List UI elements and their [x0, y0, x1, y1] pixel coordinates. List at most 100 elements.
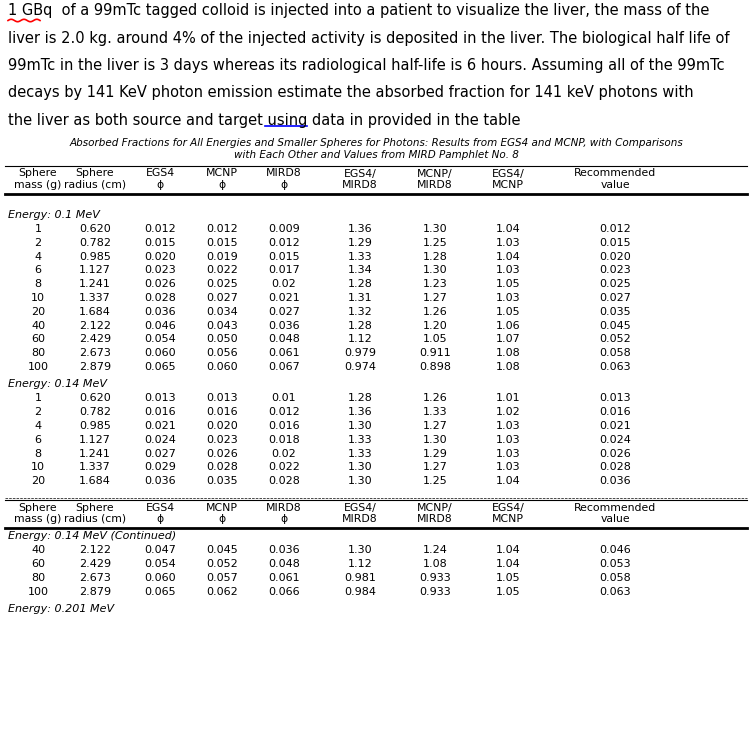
Text: 100: 100 [28, 362, 48, 372]
Text: 1.27: 1.27 [423, 293, 447, 303]
Text: 1.684: 1.684 [79, 476, 111, 486]
Text: Recommended: Recommended [574, 503, 656, 513]
Text: 0.898: 0.898 [419, 362, 451, 372]
Text: 99mTc in the liver is 3 days whereas its radiological half-life is 6 hours. Assu: 99mTc in the liver is 3 days whereas its… [8, 58, 725, 73]
Text: 1.30: 1.30 [347, 476, 372, 486]
Text: Energy: 0.201 MeV: Energy: 0.201 MeV [8, 604, 114, 614]
Text: 1.04: 1.04 [496, 224, 520, 234]
Text: 1.20: 1.20 [423, 321, 447, 330]
Text: 1.05: 1.05 [496, 279, 520, 289]
Text: MCNP/: MCNP/ [417, 503, 453, 513]
Text: 10: 10 [31, 293, 45, 303]
Text: 1.31: 1.31 [347, 293, 372, 303]
Text: radius (cm): radius (cm) [64, 179, 126, 189]
Text: 1.36: 1.36 [347, 407, 372, 417]
Text: 0.979: 0.979 [344, 348, 376, 358]
Text: EGS4: EGS4 [145, 503, 174, 513]
Text: the liver as both source and target using data in provided in the table: the liver as both source and target usin… [8, 113, 520, 128]
Text: 0.025: 0.025 [599, 279, 631, 289]
Text: 0.012: 0.012 [206, 224, 238, 234]
Text: 0.022: 0.022 [206, 265, 238, 276]
Text: 1.30: 1.30 [423, 224, 447, 234]
Text: 0.027: 0.027 [268, 307, 300, 317]
Text: 0.985: 0.985 [79, 421, 111, 431]
Text: 1.241: 1.241 [79, 279, 111, 289]
Text: 1.23: 1.23 [423, 279, 447, 289]
Text: 0.043: 0.043 [206, 321, 238, 330]
Text: 0.023: 0.023 [206, 435, 238, 445]
Text: 1.12: 1.12 [347, 334, 372, 345]
Text: 2: 2 [35, 407, 41, 417]
Text: 0.065: 0.065 [144, 587, 176, 597]
Text: 0.060: 0.060 [144, 573, 176, 583]
Text: 0.017: 0.017 [268, 265, 300, 276]
Text: ϕ: ϕ [156, 514, 164, 524]
Text: 0.054: 0.054 [144, 334, 176, 345]
Text: 0.061: 0.061 [268, 573, 300, 583]
Text: 1.06: 1.06 [496, 321, 520, 330]
Text: 1.03: 1.03 [496, 448, 520, 459]
Text: 1.28: 1.28 [347, 394, 372, 403]
Text: 1.05: 1.05 [423, 334, 447, 345]
Text: 0.053: 0.053 [599, 559, 631, 569]
Text: 0.036: 0.036 [268, 545, 300, 556]
Text: 0.028: 0.028 [206, 463, 238, 472]
Text: 2.429: 2.429 [79, 334, 111, 345]
Text: 1.03: 1.03 [496, 265, 520, 276]
Text: 0.052: 0.052 [599, 334, 631, 345]
Text: 0.066: 0.066 [268, 587, 300, 597]
Text: 0.034: 0.034 [206, 307, 238, 317]
Text: 2.122: 2.122 [79, 545, 111, 556]
Text: 1.684: 1.684 [79, 307, 111, 317]
Text: 0.028: 0.028 [144, 293, 176, 303]
Text: 1.03: 1.03 [496, 293, 520, 303]
Text: 0.067: 0.067 [268, 362, 300, 372]
Text: 0.026: 0.026 [144, 279, 176, 289]
Text: 0.045: 0.045 [599, 321, 631, 330]
Text: 0.02: 0.02 [271, 448, 296, 459]
Text: 2: 2 [35, 238, 41, 248]
Text: 0.027: 0.027 [206, 293, 238, 303]
Text: 0.027: 0.027 [144, 448, 176, 459]
Text: 0.047: 0.047 [144, 545, 176, 556]
Text: 0.029: 0.029 [144, 463, 176, 472]
Text: 1.01: 1.01 [496, 394, 520, 403]
Text: 1.127: 1.127 [79, 435, 111, 445]
Text: 1.32: 1.32 [347, 307, 372, 317]
Text: EGS4/: EGS4/ [492, 168, 524, 179]
Text: 0.013: 0.013 [206, 394, 238, 403]
Text: 1.08: 1.08 [423, 559, 447, 569]
Text: 0.015: 0.015 [144, 238, 176, 248]
Text: 1: 1 [35, 394, 41, 403]
Text: 1.33: 1.33 [347, 435, 372, 445]
Text: MIRD8: MIRD8 [266, 168, 302, 179]
Text: ϕ: ϕ [218, 179, 226, 189]
Text: 0.045: 0.045 [206, 545, 238, 556]
Text: 0.013: 0.013 [599, 394, 631, 403]
Text: MCNP/: MCNP/ [417, 168, 453, 179]
Text: mass (g): mass (g) [14, 514, 62, 524]
Text: 0.016: 0.016 [206, 407, 238, 417]
Text: Energy: 0.1 MeV: Energy: 0.1 MeV [8, 210, 100, 219]
Text: MCNP: MCNP [492, 179, 524, 189]
Text: 1.03: 1.03 [496, 435, 520, 445]
Text: 1.241: 1.241 [79, 448, 111, 459]
Text: 2.879: 2.879 [79, 587, 111, 597]
Text: 1.30: 1.30 [347, 545, 372, 556]
Text: 80: 80 [31, 573, 45, 583]
Text: ϕ: ϕ [280, 514, 287, 524]
Text: 0.036: 0.036 [268, 321, 300, 330]
Text: 0.028: 0.028 [599, 463, 631, 472]
Text: 0.024: 0.024 [144, 435, 176, 445]
Text: 1.08: 1.08 [496, 348, 520, 358]
Text: 0.036: 0.036 [144, 476, 176, 486]
Text: 0.057: 0.057 [206, 573, 238, 583]
Text: 0.02: 0.02 [271, 279, 296, 289]
Text: 0.933: 0.933 [419, 573, 451, 583]
Text: 0.012: 0.012 [268, 238, 300, 248]
Text: 1.25: 1.25 [423, 476, 447, 486]
Text: 0.620: 0.620 [79, 224, 111, 234]
Text: 1.26: 1.26 [423, 307, 447, 317]
Text: 0.016: 0.016 [599, 407, 631, 417]
Text: Sphere: Sphere [76, 503, 114, 513]
